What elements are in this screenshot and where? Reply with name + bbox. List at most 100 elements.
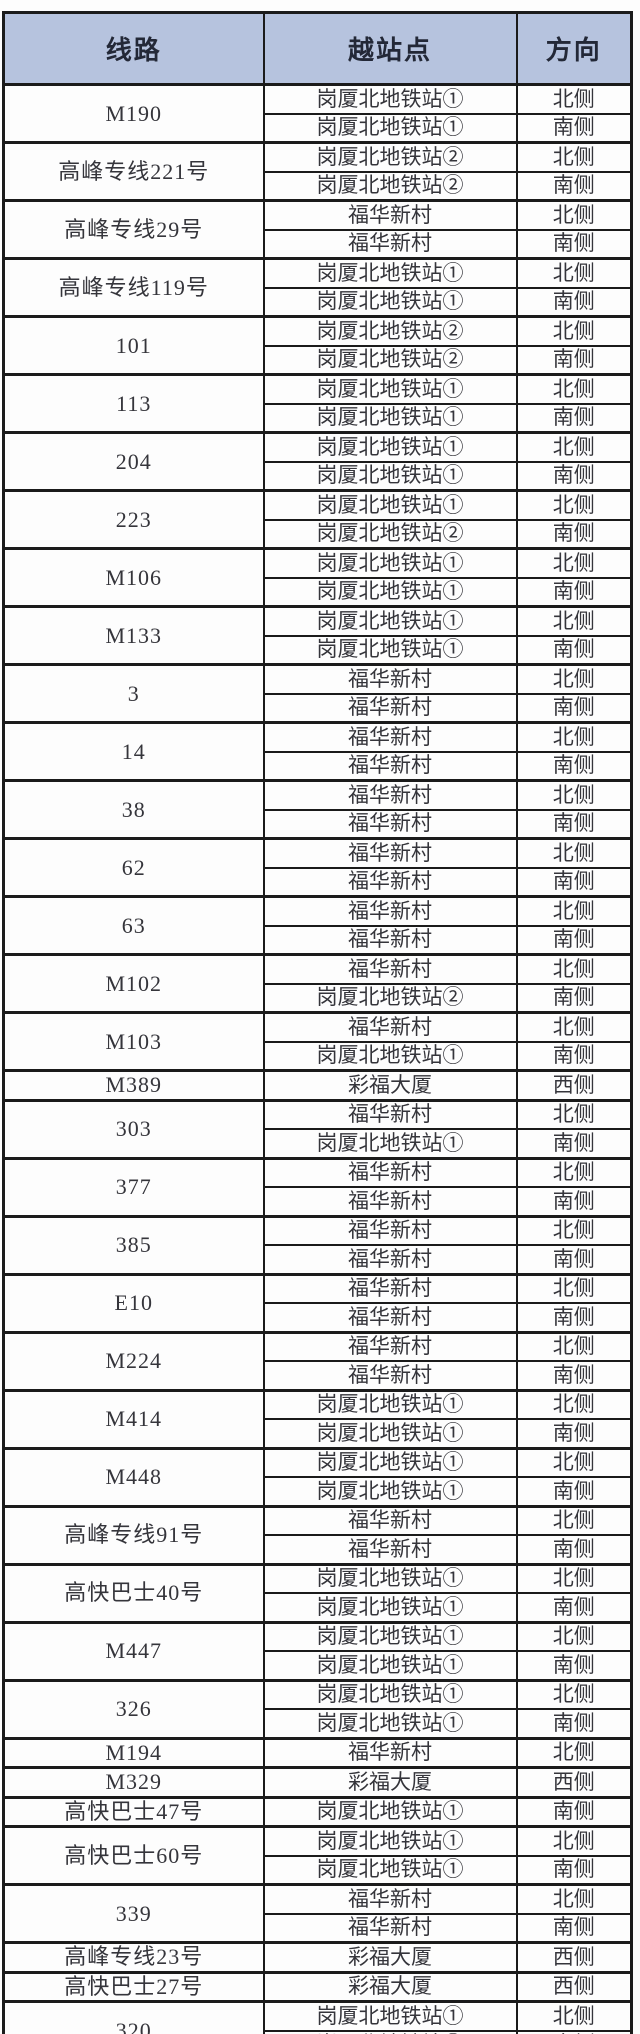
route-cell: 高峰专线119号 [2, 257, 265, 318]
station-cell: 福华新村 [262, 1214, 518, 1246]
direction-cell: 南侧 [515, 1186, 633, 1217]
station-cell: 岗厦北地铁站① [262, 1040, 518, 1072]
direction-cell: 南侧 [515, 1476, 633, 1507]
route-cell: 62 [2, 837, 265, 898]
route-cell: M102 [2, 953, 265, 1014]
direction-cell: 北侧 [515, 547, 633, 579]
station-cell: 福华新村 [262, 1272, 518, 1304]
direction-cell: 南侧 [515, 634, 633, 666]
route-cell: 101 [2, 315, 265, 376]
station-cell: 岗厦北地铁站② [262, 982, 518, 1014]
route-cell: 高快巴士40号 [2, 1562, 265, 1623]
table-row: 福华新村 南侧 [4, 228, 633, 260]
route-cell: 高峰专线221号 [2, 141, 265, 202]
station-cell: 福华新村 [262, 1156, 518, 1188]
table-row: 福华新村 南侧 [4, 1302, 633, 1333]
direction-cell: 南侧 [515, 750, 633, 782]
direction-cell: 南侧 [515, 982, 633, 1014]
table-row: 204 岗厦北地铁站① 北侧 [2, 431, 633, 492]
station-cell: 岗厦北地铁站① [262, 1795, 518, 1828]
direction-cell: 北侧 [515, 373, 633, 405]
table-row: 101 岗厦北地铁站② 北侧 [2, 315, 633, 376]
route-cell: 377 [2, 1156, 265, 1217]
station-cell: 福华新村 [262, 953, 518, 985]
route-cell: E10 [2, 1272, 265, 1333]
station-cell: 福华新村 [262, 1534, 518, 1565]
direction-cell: 北侧 [515, 489, 633, 521]
table-row: 福华新村 南侧 [4, 1360, 633, 1391]
station-cell: 岗厦北地铁站① [262, 605, 518, 637]
direction-cell: 北侧 [515, 605, 633, 637]
station-cell: 岗厦北地铁站① [262, 1476, 518, 1507]
table-row: M448 岗厦北地铁站① 北侧 [2, 1446, 633, 1507]
route-cell: 高快巴士47号 [2, 1795, 265, 1828]
direction-cell: 北侧 [515, 431, 633, 463]
direction-cell: 南侧 [515, 344, 633, 376]
route-cell: 113 [2, 373, 265, 434]
route-cell: M106 [2, 547, 265, 608]
direction-cell: 南侧 [515, 1534, 633, 1565]
direction-cell: 北侧 [515, 315, 633, 347]
table-row: 高峰专线29号 福华新村 北侧 [2, 199, 633, 260]
direction-cell: 北侧 [515, 1825, 633, 1857]
station-cell: 福华新村 [262, 1244, 518, 1275]
table-row: 385 福华新村 北侧 [2, 1214, 633, 1275]
direction-cell: 南侧 [515, 1708, 633, 1739]
table-row: 3 福华新村 北侧 [2, 663, 633, 724]
station-cell: 彩福大厦 [262, 1970, 518, 2003]
station-cell: 岗厦北地铁站① [262, 1708, 518, 1739]
route-cell: M329 [2, 1766, 265, 1798]
station-cell: 岗厦北地铁站① [262, 634, 518, 666]
route-cell: 14 [2, 721, 265, 782]
header-direction: 方向 [515, 11, 633, 86]
route-cell: 303 [2, 1098, 265, 1159]
direction-cell: 南侧 [515, 112, 633, 144]
direction-cell: 北侧 [515, 141, 633, 173]
direction-cell: 北侧 [515, 1446, 633, 1478]
direction-cell: 南侧 [515, 1360, 633, 1391]
station-cell: 福华新村 [262, 1912, 518, 1944]
table-row: 高快巴士27号 彩福大厦 西侧 [2, 1970, 633, 2003]
table-row: M106 岗厦北地铁站① 北侧 [2, 547, 633, 608]
table-row: 福华新村 南侧 [4, 1244, 633, 1275]
table-row: 福华新村 南侧 [4, 924, 633, 956]
direction-cell: 北侧 [515, 1678, 633, 1710]
table-row: M103 福华新村 北侧 [2, 1011, 633, 1072]
station-cell: 岗厦北地铁站① [262, 2000, 518, 2032]
station-cell: 彩福大厦 [262, 1766, 518, 1798]
direction-cell: 南侧 [515, 1795, 633, 1828]
route-table-body: M190 岗厦北地铁站① 北侧 岗厦北地铁站① 南侧 高峰专线221号 岗厦北地铁站② 北侧岗… [2, 83, 633, 2034]
direction-cell: 北侧 [515, 1620, 633, 1652]
table-row: 福华新村 南侧 [4, 750, 633, 782]
route-cell: M448 [2, 1446, 265, 1507]
route-cell: 326 [2, 1678, 265, 1739]
direction-cell: 北侧 [515, 1883, 633, 1915]
table-row: M414 岗厦北地铁站① 北侧 [2, 1388, 633, 1449]
table-row: 113 岗厦北地铁站① 北侧 [2, 373, 633, 434]
station-cell: 福华新村 [262, 779, 518, 811]
direction-cell: 南侧 [515, 1302, 633, 1333]
route-cell: M447 [2, 1620, 265, 1681]
station-cell: 福华新村 [262, 692, 518, 724]
table-row: 岗厦北地铁站② 南侧 [4, 518, 633, 550]
direction-cell: 南侧 [515, 1912, 633, 1944]
direction-cell: 北侧 [515, 83, 633, 115]
route-cell: 204 [2, 431, 265, 492]
direction-cell: 南侧 [515, 228, 633, 260]
direction-cell: 北侧 [515, 1504, 633, 1536]
station-cell: 福华新村 [262, 895, 518, 927]
route-cell: 高快巴士27号 [2, 1970, 265, 2003]
direction-cell: 南侧 [515, 1650, 633, 1681]
table-row: 223 岗厦北地铁站① 北侧 [2, 489, 633, 550]
direction-cell: 南侧 [515, 692, 633, 724]
route-cell: 63 [2, 895, 265, 956]
station-cell: 岗厦北地铁站① [262, 2029, 518, 2034]
